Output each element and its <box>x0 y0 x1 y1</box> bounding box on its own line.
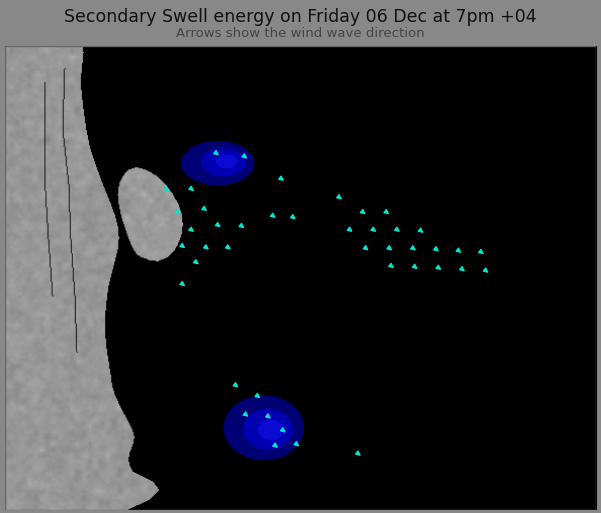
Ellipse shape <box>201 148 246 176</box>
Ellipse shape <box>243 409 293 449</box>
Ellipse shape <box>181 141 254 185</box>
Text: Secondary Swell energy on Friday 06 Dec at 7pm +04: Secondary Swell energy on Friday 06 Dec … <box>64 8 537 26</box>
Ellipse shape <box>216 154 237 168</box>
Text: Arrows show the wind wave direction: Arrows show the wind wave direction <box>176 27 425 40</box>
Ellipse shape <box>258 420 284 440</box>
Ellipse shape <box>224 396 304 460</box>
